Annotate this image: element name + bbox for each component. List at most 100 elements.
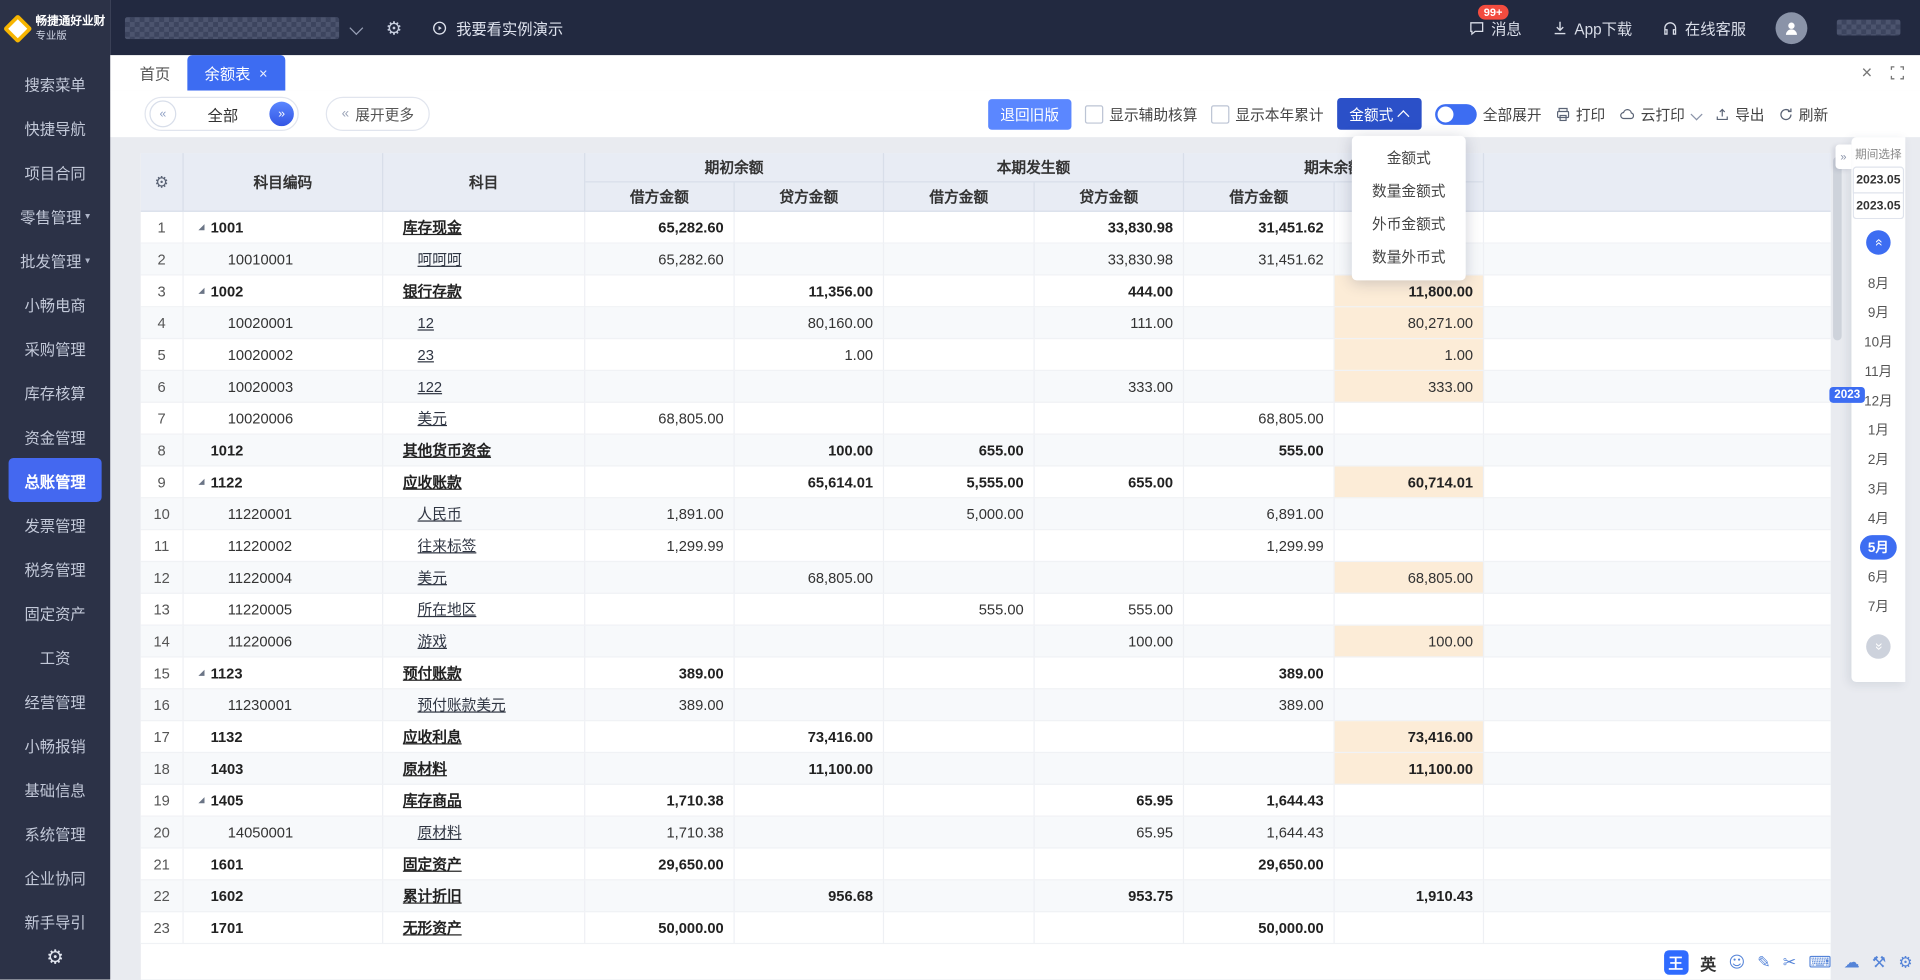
ime-emoji-icon[interactable]: ☺: [1728, 953, 1746, 972]
company-selector[interactable]: [124, 16, 364, 39]
tab[interactable]: 首页 ×: [122, 55, 187, 91]
table-row[interactable]: 15 1123 预付账款 389.00 389.00: [140, 657, 1831, 690]
period-scroll-up-icon[interactable]: «: [1866, 230, 1891, 255]
expand-all-toggle[interactable]: [1435, 103, 1477, 125]
table-row[interactable]: 8 1012 其他货币资金 100.00 655.00 555.00: [140, 434, 1831, 467]
account-name-link[interactable]: 呵呵呵: [417, 251, 462, 269]
format-menu-item[interactable]: 金额式: [1386, 149, 1431, 167]
sidebar-item-10[interactable]: 发票管理 ▾: [0, 502, 110, 546]
month-item[interactable]: 3月: [1867, 482, 1889, 498]
account-name-link[interactable]: 人民币: [417, 505, 462, 523]
sidebar-item-14[interactable]: 经营管理 ▾: [0, 678, 110, 722]
table-row[interactable]: 14 11220006 游戏 100.00 100.00: [140, 625, 1831, 658]
checkbox-icon[interactable]: [1210, 104, 1230, 124]
account-name-link[interactable]: 原材料: [402, 760, 447, 778]
sidebar-item-17[interactable]: 系统管理 ▾: [0, 811, 110, 855]
account-name-link[interactable]: 12: [417, 314, 434, 332]
collapse-handle-icon[interactable]: »: [1835, 144, 1852, 169]
account-name-link[interactable]: 库存现金: [402, 219, 462, 237]
table-row[interactable]: 5 10020002 23 1.00 1.00: [140, 339, 1831, 372]
expand-icon[interactable]: [198, 669, 205, 676]
tab-close-icon[interactable]: ×: [259, 64, 268, 82]
account-name-link[interactable]: 库存商品: [402, 792, 462, 810]
table-row[interactable]: 12 11220004 美元 68,805.00 68,805.00: [140, 562, 1831, 594]
sidebar-item-15[interactable]: 小畅报销 ▾: [0, 722, 110, 766]
ime-language-mode[interactable]: 英: [1700, 954, 1717, 973]
table-row[interactable]: 23 1701 无形资产 50,000.00 50,000.00: [140, 912, 1831, 945]
amount-format-button[interactable]: 金额式: [1337, 97, 1422, 130]
table-row[interactable]: 19 1405 库存商品 1,710.38 65.95 1,644.43: [140, 784, 1831, 817]
account-name-link[interactable]: 应收账款: [402, 473, 462, 492]
account-name-link[interactable]: 原材料: [417, 824, 462, 842]
ime-pen-icon[interactable]: ✎: [1757, 953, 1771, 972]
messages-button[interactable]: 99+ 消息: [1468, 4, 1522, 39]
print-button[interactable]: 打印: [1555, 103, 1605, 124]
sidebar-settings-gear-icon[interactable]: ⚙: [46, 947, 64, 969]
account-name-link[interactable]: 23: [417, 345, 434, 364]
export-button[interactable]: 导出: [1714, 103, 1764, 124]
account-name-link[interactable]: 预付账款: [402, 664, 462, 683]
sidebar-item-4[interactable]: 批发管理 ▾: [0, 238, 110, 282]
back-to-old-version-button[interactable]: 退回旧版: [987, 98, 1072, 130]
online-service-button[interactable]: 在线客服: [1662, 16, 1746, 39]
expand-icon[interactable]: [198, 287, 205, 294]
username-censored[interactable]: [1836, 19, 1901, 36]
expand-icon[interactable]: [198, 224, 205, 231]
account-name-link[interactable]: 预付账款美元: [417, 696, 506, 714]
sidebar-item-12[interactable]: 固定资产 ▾: [0, 590, 110, 634]
table-row[interactable]: 17 1132 应收利息 73,416.00 73,416.00: [140, 721, 1831, 754]
ime-keyboard-icon[interactable]: ⌨: [1808, 953, 1832, 972]
account-name-link[interactable]: 固定资产: [402, 855, 462, 874]
table-row[interactable]: 11 11220002 往来标签 1,299.99 1,299.99: [140, 530, 1831, 563]
sidebar-item-6[interactable]: 采购管理 ▾: [0, 326, 110, 370]
month-item[interactable]: 11月: [1864, 364, 1893, 380]
month-item[interactable]: 9月: [1867, 306, 1889, 321]
prev-icon[interactable]: «: [149, 100, 177, 128]
table-row[interactable]: 1 1001 库存现金 65,282.60 33,830.98 31,451.6…: [140, 211, 1831, 244]
sidebar-item-19[interactable]: 新手导引 ▾: [0, 899, 110, 943]
ime-cloud-icon[interactable]: ☁: [1843, 953, 1860, 972]
account-name-link[interactable]: 美元: [417, 569, 447, 587]
account-name-link[interactable]: 其他货币资金: [402, 442, 492, 460]
month-item[interactable]: 8月: [1867, 276, 1889, 292]
account-name-link[interactable]: 应收利息: [402, 728, 462, 746]
table-settings-gear-icon[interactable]: ⚙: [140, 153, 184, 212]
format-menu-item[interactable]: 数量金额式: [1372, 182, 1446, 200]
expand-icon[interactable]: [198, 797, 205, 804]
sidebar-item-13[interactable]: 工资 ▾: [0, 634, 110, 678]
demo-link[interactable]: 我要看实例演示: [432, 16, 563, 39]
period-to[interactable]: 2023.05: [1852, 193, 1905, 220]
month-item[interactable]: 5月: [1860, 535, 1897, 560]
show-ytd-checkbox[interactable]: 显示本年累计: [1210, 103, 1324, 124]
ime-logo-icon[interactable]: 王: [1663, 950, 1689, 975]
table-row[interactable]: 7 10020006 美元 68,805.00 68,805.00: [140, 402, 1831, 435]
table-row[interactable]: 16 11230001 预付账款美元 389.00 389.00: [140, 689, 1831, 722]
expand-more-button[interactable]: « 展开更多: [325, 96, 430, 132]
cloud-print-button[interactable]: 云打印: [1619, 103, 1703, 124]
sidebar-item-16[interactable]: 基础信息 ▾: [0, 767, 110, 811]
sidebar-item-8[interactable]: 资金管理 ▾: [0, 414, 110, 458]
account-name-link[interactable]: 无形资产: [402, 919, 462, 937]
table-row[interactable]: 18 1403 原材料 11,100.00 11,100.00: [140, 753, 1831, 785]
sidebar-item-1[interactable]: 快捷导航 ▾: [0, 105, 110, 149]
account-name-link[interactable]: 游戏: [417, 633, 447, 651]
account-name-link[interactable]: 累计折旧: [402, 887, 462, 905]
fullscreen-icon[interactable]: [1889, 65, 1905, 81]
sidebar-item-3[interactable]: 零售管理 ▾: [0, 193, 110, 237]
tab[interactable]: 余额表 ×: [187, 55, 285, 91]
table-row[interactable]: 3 1002 银行存款 11,356.00 444.00 11,800.00: [140, 275, 1831, 308]
close-icon[interactable]: ×: [1861, 62, 1873, 84]
sidebar-item-5[interactable]: 小畅电商 ▾: [0, 282, 110, 326]
account-name-link[interactable]: 所在地区: [417, 601, 477, 619]
account-name-link[interactable]: 美元: [417, 410, 447, 428]
period-scroll-down-icon[interactable]: »: [1866, 634, 1891, 659]
account-range-selector[interactable]: « 全部 »: [144, 96, 299, 132]
account-name-link[interactable]: 122: [417, 377, 443, 395]
month-item[interactable]: 10月: [1864, 335, 1893, 351]
account-name-link[interactable]: 往来标签: [417, 537, 477, 555]
table-row[interactable]: 6 10020003 122 333.00 333.00: [140, 371, 1831, 403]
ime-settings-icon[interactable]: ⚙: [1898, 953, 1913, 972]
table-row[interactable]: 10 11220001 人民币 1,891.00 5,000.00 6,891.…: [140, 498, 1831, 531]
table-row[interactable]: 2 10010001 呵呵呵 65,282.60 33,830.98 31,45…: [140, 243, 1831, 276]
table-row[interactable]: 4 10020001 12 80,160.00 111.00 80,271.00: [140, 307, 1831, 340]
